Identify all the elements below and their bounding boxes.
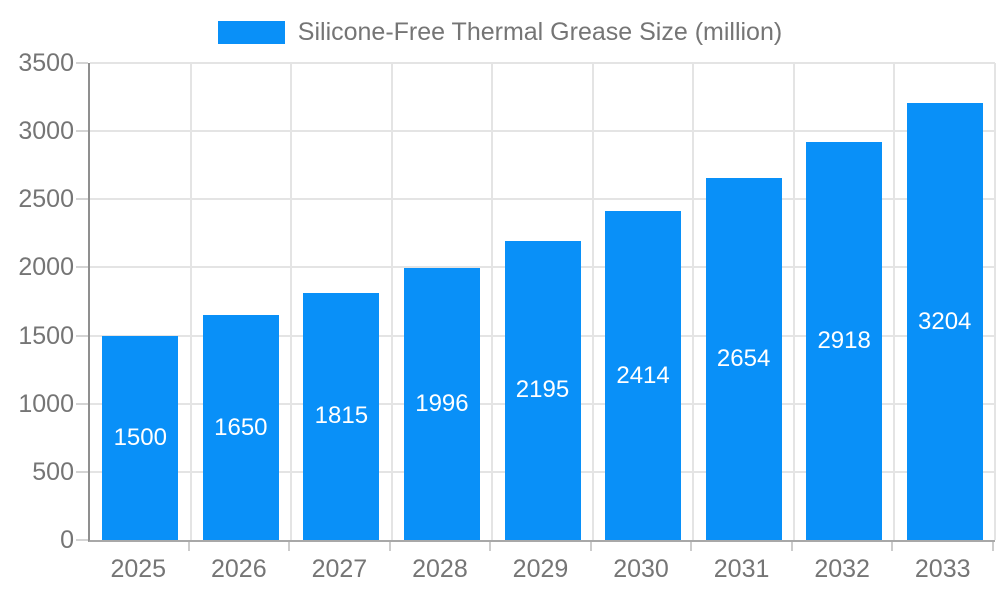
gridline-v — [290, 63, 293, 540]
gridline-v — [893, 63, 896, 540]
y-tick-label: 1500 — [18, 321, 74, 350]
x-tick-label: 2029 — [512, 555, 569, 583]
bar-value-label: 2654 — [716, 345, 771, 373]
x-tick-label: 2031 — [713, 555, 770, 583]
gridline-h — [90, 62, 995, 64]
x-tick-mark — [489, 542, 492, 551]
y-tick-mark — [76, 539, 88, 541]
legend-swatch — [217, 20, 285, 44]
y-tick-mark — [76, 266, 88, 269]
y-tick-mark — [76, 402, 88, 405]
x-tick-mark — [388, 542, 391, 551]
x-tick-label: 2027 — [311, 555, 368, 583]
bar-value-label: 1996 — [415, 389, 469, 417]
bar-2026 — [202, 315, 279, 540]
legend-label: Silicone-Free Thermal Grease Size (milli… — [297, 17, 783, 46]
bar-value-label: 1815 — [314, 402, 369, 430]
y-tick-mark — [76, 198, 88, 201]
bar-value-label: 1650 — [214, 413, 268, 441]
x-tick-label: 2030 — [613, 555, 669, 583]
x-tick-mark — [589, 542, 592, 551]
y-tick-mark — [76, 334, 88, 337]
bar-value-label: 2414 — [616, 361, 670, 389]
x-tick-mark — [992, 542, 994, 551]
gridline-v — [591, 63, 594, 540]
bar-value-label: 2918 — [817, 327, 871, 355]
y-tick-mark — [76, 62, 88, 64]
gridline-h — [90, 198, 995, 201]
x-tick-label: 2033 — [914, 555, 971, 583]
y-tick-label: 2000 — [18, 253, 74, 282]
bar-2028 — [403, 267, 480, 540]
gridline-v — [994, 63, 996, 540]
plot-area: 1500 1650 1815 1996 2195 2414 2654 2918 3204 — [88, 62, 996, 542]
x-tick-mark — [891, 542, 894, 551]
bar-2033 — [906, 103, 983, 540]
legend: Silicone-Free Thermal Grease Size (milli… — [0, 17, 1000, 47]
y-tick-label: 3500 — [18, 49, 74, 77]
bar-2027 — [303, 292, 380, 540]
x-tick-mark — [690, 542, 693, 551]
y-tick-label: 500 — [32, 457, 74, 486]
bar-2030 — [605, 211, 682, 540]
bar-value-label: 2195 — [515, 376, 570, 404]
y-tick-label: 3000 — [18, 117, 74, 146]
y-tick-label: 2500 — [18, 185, 74, 214]
gridline-v — [189, 63, 192, 540]
x-tick-label: 2028 — [412, 555, 468, 583]
bar-value-label: 1500 — [113, 423, 167, 451]
gridline-h — [90, 130, 995, 133]
gridline-v — [491, 63, 494, 540]
y-tick-mark — [76, 130, 88, 133]
x-tick-mark — [288, 542, 291, 551]
y-tick-mark — [76, 470, 88, 473]
x-tick-label: 2026 — [211, 555, 267, 583]
y-tick-label: 1000 — [18, 389, 74, 418]
x-tick-mark — [187, 542, 190, 551]
bar-2025 — [102, 335, 179, 540]
bar-2032 — [806, 142, 883, 540]
x-tick-label: 2025 — [110, 555, 167, 583]
y-tick-label: 0 — [60, 526, 74, 554]
x-tick-mark — [790, 542, 793, 551]
x-tick-label: 2032 — [814, 555, 870, 583]
bar-value-label: 3204 — [918, 307, 972, 335]
gridline-v — [692, 63, 695, 540]
gridline-v — [390, 63, 393, 540]
gridline-v — [792, 63, 795, 540]
bar-2031 — [705, 178, 782, 540]
bar-2029 — [504, 240, 581, 540]
